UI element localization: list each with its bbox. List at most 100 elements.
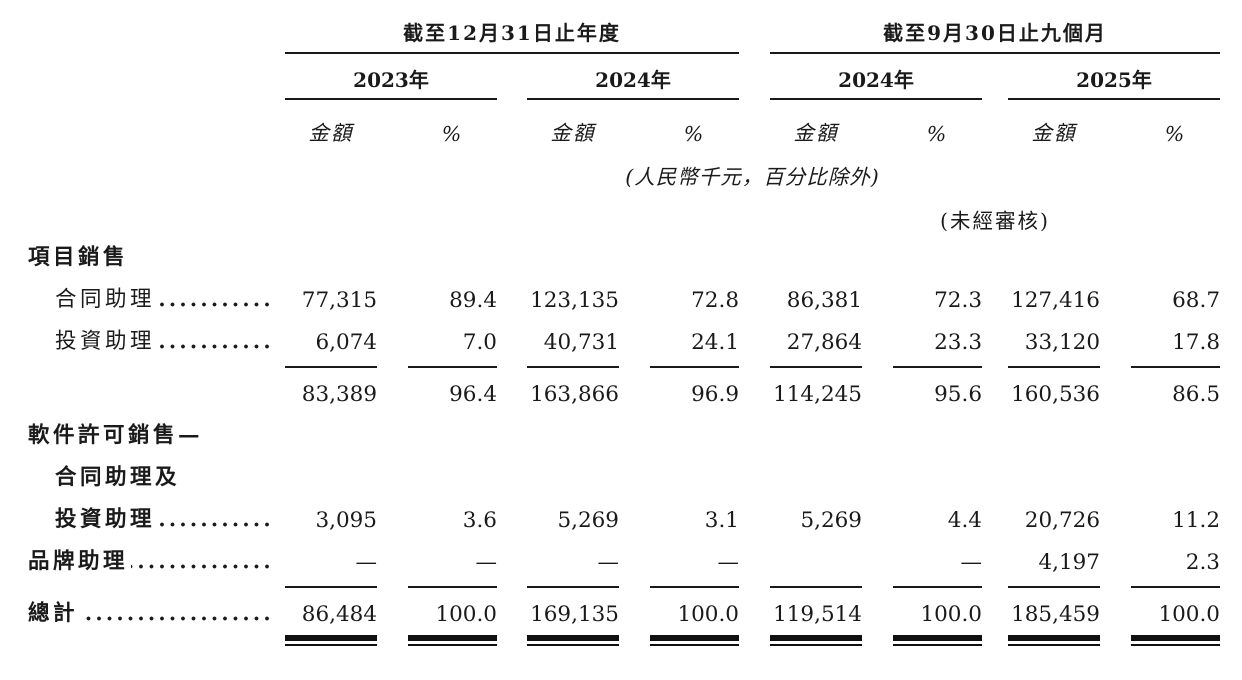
value-cell: — xyxy=(960,550,983,575)
label-text: 合同助理 xyxy=(55,287,156,312)
total-double-rule xyxy=(527,632,619,651)
separator-rule xyxy=(650,580,739,590)
value-cell: 160,536 xyxy=(1011,382,1100,407)
col-header-amount: 金額 xyxy=(793,121,839,145)
col-header-amount: 金額 xyxy=(550,121,596,145)
separator-rule xyxy=(285,360,377,370)
spacer xyxy=(0,632,285,633)
value-cell: 89.4 xyxy=(449,288,497,313)
value-cell: 17.8 xyxy=(1172,330,1220,355)
col-header-percent: % xyxy=(1164,122,1187,146)
value-cell: 23.3 xyxy=(934,330,982,355)
separator-rule xyxy=(527,360,619,370)
separator-rule xyxy=(527,580,619,590)
value-cell: — xyxy=(355,550,378,575)
value-cell: 2.3 xyxy=(1185,550,1220,575)
value-cell: 100.0 xyxy=(677,602,739,627)
separator-rule xyxy=(1131,580,1220,590)
dot-leader xyxy=(131,564,275,569)
total-double-rule xyxy=(1008,632,1100,651)
separator-rule xyxy=(893,580,982,590)
section-label: 項目銷售 xyxy=(0,234,285,276)
value-cell: 3.6 xyxy=(462,508,497,533)
col-header-year-2025: 2025年 xyxy=(1008,54,1220,100)
col-header-period-annual: 截至12月31日止年度 xyxy=(285,20,739,54)
col-header-year-2023: 2023年 xyxy=(285,54,497,100)
separator-rule xyxy=(1008,580,1100,590)
value-cell: 27,864 xyxy=(786,330,862,355)
col-header-year-2024: 2024年 xyxy=(527,54,739,100)
value-cell: 20,726 xyxy=(1024,508,1100,533)
separator-rule xyxy=(893,360,982,370)
value-cell: 86.5 xyxy=(1172,382,1220,407)
value-cell: 24.1 xyxy=(691,330,739,355)
value-cell: 100.0 xyxy=(435,602,497,627)
value-cell: 72.8 xyxy=(691,288,739,313)
row-label: 總計 xyxy=(0,590,285,632)
spacer xyxy=(0,360,285,361)
value-cell: 95.6 xyxy=(934,382,982,407)
separator-rule xyxy=(408,360,497,370)
col-header-percent: % xyxy=(926,122,949,146)
value-cell: 123,135 xyxy=(530,288,619,313)
row-label xyxy=(0,370,285,412)
col-header-amount: 金額 xyxy=(308,121,354,145)
value-cell: 169,135 xyxy=(530,602,619,627)
value-cell: 6,074 xyxy=(315,330,377,355)
value-cell: 5,269 xyxy=(800,508,862,533)
separator-rule xyxy=(770,580,862,590)
value-cell: 11.2 xyxy=(1172,508,1220,533)
value-cell: 4,197 xyxy=(1038,550,1100,575)
dot-leader xyxy=(158,344,275,349)
col-header-percent: % xyxy=(683,122,706,146)
value-cell: 3,095 xyxy=(315,508,377,533)
total-double-rule xyxy=(408,632,497,651)
unaudited-note: (未經審核) xyxy=(940,209,1050,233)
col-header-percent: % xyxy=(441,122,464,146)
separator-rule xyxy=(770,360,862,370)
spacer xyxy=(0,580,285,581)
total-double-rule xyxy=(770,632,862,651)
value-cell: 114,245 xyxy=(773,382,862,407)
label-text: 軟件許可銷售— xyxy=(28,423,204,448)
col-header-period-nine-months: 截至9月30日止九個月 xyxy=(770,20,1220,54)
total-double-rule xyxy=(1131,632,1220,651)
value-cell: 119,514 xyxy=(773,602,862,627)
label-text: 合同助理及 xyxy=(55,465,181,490)
label-text: 項目銷售 xyxy=(28,245,129,270)
value-cell: 68.7 xyxy=(1172,288,1220,313)
dot-leader xyxy=(158,302,275,307)
value-cell: 163,866 xyxy=(530,382,619,407)
value-cell: 96.9 xyxy=(691,382,739,407)
separator-rule xyxy=(1131,360,1220,370)
value-cell: 100.0 xyxy=(920,602,982,627)
value-cell: 5,269 xyxy=(557,508,619,533)
value-cell: 40,731 xyxy=(543,330,619,355)
value-cell: 33,120 xyxy=(1024,330,1100,355)
label-text: 投資助理 xyxy=(55,507,156,532)
total-double-rule xyxy=(650,632,739,651)
value-cell: 3.1 xyxy=(704,508,739,533)
value-cell: 86,484 xyxy=(301,602,377,627)
value-cell xyxy=(770,538,862,580)
separator-rule xyxy=(1008,360,1100,370)
dot-leader xyxy=(81,616,275,621)
value-cell: 185,459 xyxy=(1011,602,1100,627)
separator-rule xyxy=(285,580,377,590)
revenue-breakdown-table: 截至12月31日止年度 截至9月30日止九個月 2023年 2024年 2024… xyxy=(0,20,1242,651)
value-cell: 127,416 xyxy=(1011,288,1100,313)
value-cell: — xyxy=(717,550,740,575)
value-cell: 77,315 xyxy=(301,288,377,313)
value-cell: 72.3 xyxy=(934,288,982,313)
label-text: 總計 xyxy=(28,601,79,626)
value-cell: — xyxy=(597,550,620,575)
col-header-year-2024-9m: 2024年 xyxy=(770,54,982,100)
total-double-rule xyxy=(893,632,982,651)
row-label: 合同助理 xyxy=(0,276,285,318)
spacer xyxy=(0,147,285,148)
row-label: 品牌助理 xyxy=(0,538,285,580)
section-label: 合同助理及 xyxy=(0,454,285,496)
dot-leader xyxy=(158,522,275,527)
value-cell: 96.4 xyxy=(449,382,497,407)
